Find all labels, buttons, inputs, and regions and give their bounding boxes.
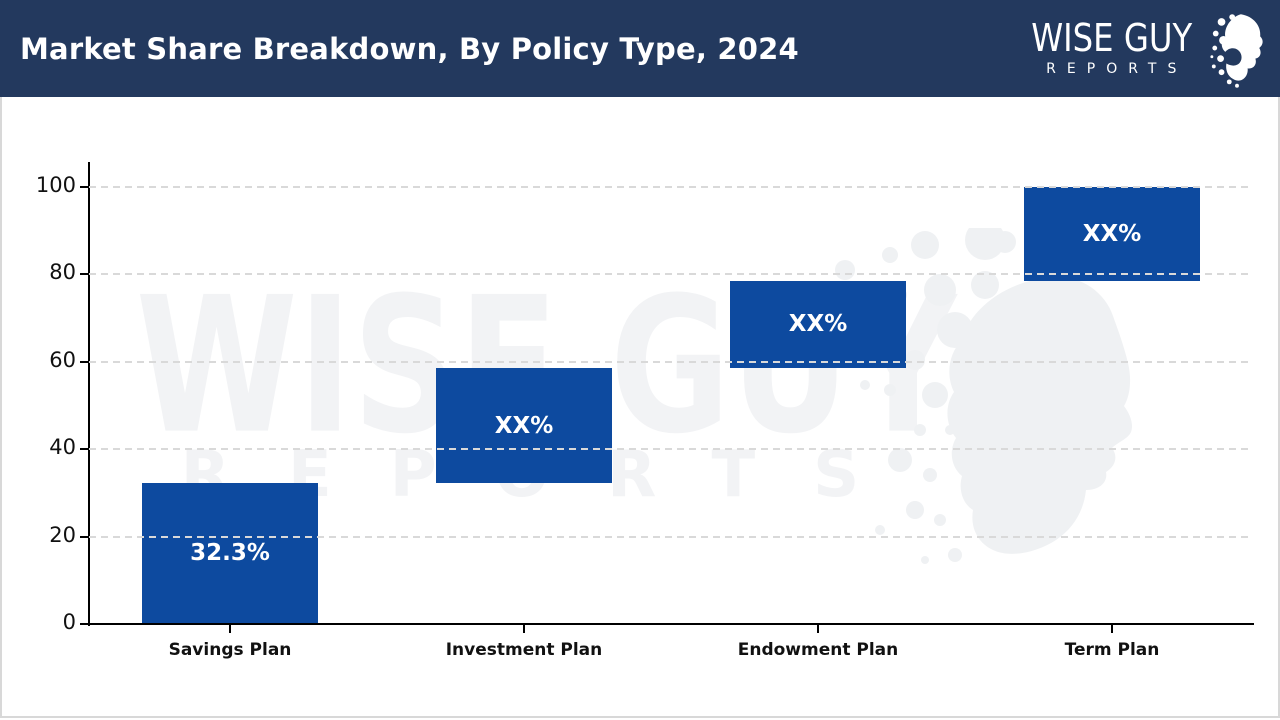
y-tick-mark bbox=[80, 535, 88, 538]
waterfall-bar bbox=[730, 280, 906, 369]
x-category-label: Investment Plan bbox=[445, 640, 603, 660]
gridline bbox=[89, 448, 1253, 451]
page-title: Market Share Breakdown, By Policy Type, … bbox=[20, 31, 799, 66]
gridline bbox=[89, 273, 1253, 276]
bar-value-label: XX% bbox=[788, 311, 848, 338]
x-tick-mark bbox=[523, 625, 525, 633]
x-category-label: Savings Plan bbox=[168, 640, 292, 660]
y-tick-mark bbox=[80, 273, 88, 276]
x-axis bbox=[88, 623, 1254, 625]
bar-value-label: XX% bbox=[1082, 220, 1142, 247]
y-axis bbox=[88, 162, 90, 626]
gridline bbox=[89, 186, 1253, 188]
face-profile-icon bbox=[1210, 13, 1263, 88]
gridline bbox=[89, 360, 1253, 363]
x-category-label: Term Plan bbox=[1064, 640, 1160, 660]
y-tick-label: 60 bbox=[49, 347, 76, 372]
y-tick-mark bbox=[80, 186, 88, 188]
y-tick-mark bbox=[80, 448, 88, 451]
x-tick-mark bbox=[1111, 625, 1113, 633]
watermark-face-dots bbox=[835, 228, 1133, 564]
y-tick-label: 0 bbox=[62, 610, 76, 634]
waterfall-bar bbox=[436, 368, 612, 483]
waterfall-bar bbox=[142, 482, 318, 624]
page-border-right bbox=[1278, 97, 1280, 718]
y-tick-label: 100 bbox=[35, 173, 76, 197]
header-bar: Market Share Breakdown, By Policy Type, … bbox=[0, 0, 1280, 97]
x-tick-mark bbox=[229, 625, 231, 633]
x-tick-mark bbox=[817, 625, 819, 633]
page-border-left bbox=[0, 97, 2, 718]
gridline bbox=[89, 535, 1253, 538]
logo-subtitle: REPORTS bbox=[1046, 60, 1188, 77]
y-tick-label: 20 bbox=[49, 522, 76, 547]
wiseguy-logo: WISE GUY REPORTS bbox=[1017, 0, 1266, 97]
bar-value-label: XX% bbox=[494, 412, 554, 439]
waterfall-bar bbox=[1024, 187, 1200, 281]
y-tick-label: 80 bbox=[49, 260, 76, 285]
page-border-bottom bbox=[0, 716, 1280, 718]
x-category-label: Endowment Plan bbox=[737, 640, 899, 660]
bar-value-label: 32.3% bbox=[190, 540, 270, 567]
logo-title: WISE GUY bbox=[1030, 15, 1192, 60]
logo-text: WISE GUY REPORTS bbox=[1017, 19, 1206, 79]
y-tick-mark bbox=[80, 623, 88, 625]
y-tick-mark bbox=[80, 360, 88, 363]
y-tick-label: 40 bbox=[49, 435, 76, 460]
